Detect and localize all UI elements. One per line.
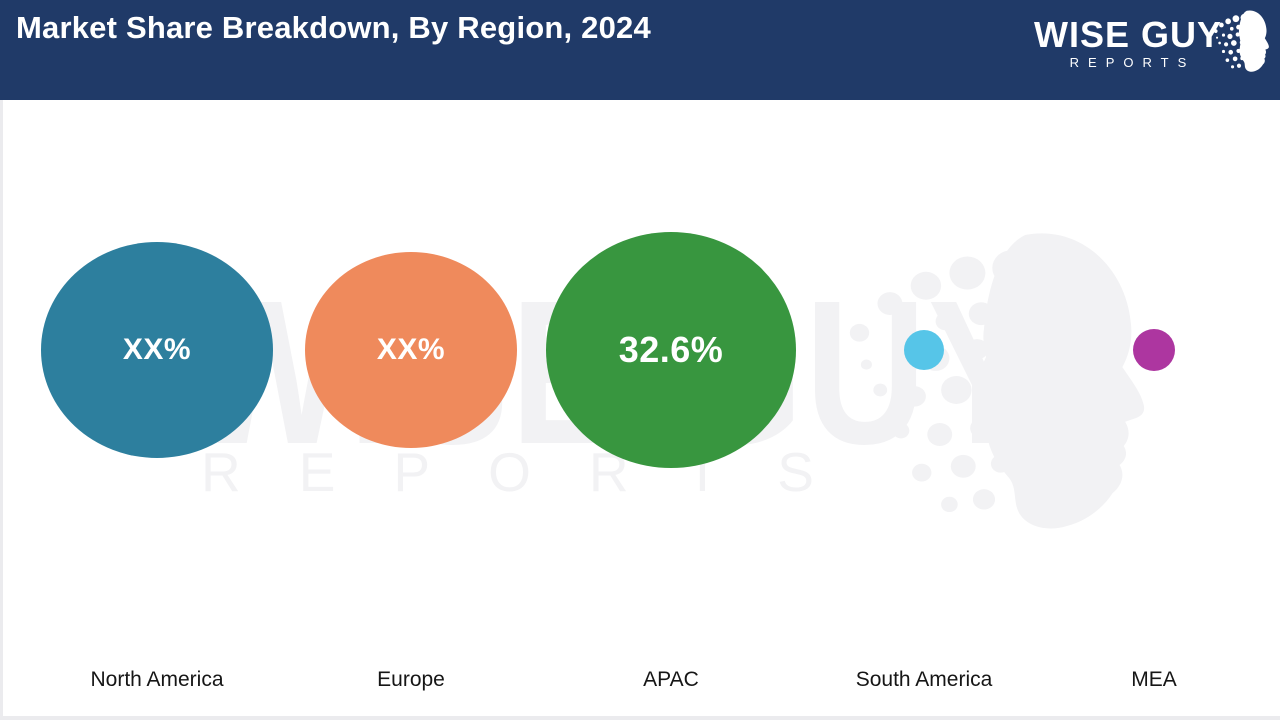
bubble-europe: XX% [305, 252, 517, 448]
bubble-apac: 32.6% [546, 232, 796, 468]
wiseguy-logo: WISE GUY REPORTS [1034, 6, 1270, 80]
category-label-europe: Europe [377, 668, 445, 691]
bubble-value-apac: 32.6% [618, 329, 724, 370]
category-label-apac: APAC [643, 668, 699, 691]
bubble-south-america [904, 330, 944, 370]
bubble-value-north-america: XX% [122, 333, 192, 366]
logo-wordmark: WISE GUY [1033, 13, 1222, 55]
wiseguy-logo-text: WISE GUY REPORTS [1033, 13, 1222, 71]
logo-subtitle: REPORTS [1069, 55, 1196, 71]
watermark-head-icon [818, 212, 1150, 568]
bubble-north-america: XX% [41, 242, 273, 458]
bubble-mea [1133, 329, 1175, 371]
bubble-value-europe: XX% [376, 333, 446, 366]
page-title: Market Share Breakdown, By Region, 2024 [16, 10, 651, 45]
watermark-subtitle: REPORTS [201, 441, 872, 503]
header-bar: Market Share Breakdown, By Region, 2024 … [0, 0, 1280, 100]
wiseguy-head-icon [1208, 6, 1270, 80]
category-label-mea: MEA [1131, 668, 1177, 691]
category-label-north-america: North America [90, 668, 224, 691]
chart-canvas: WISE GUY REPORTS XX% XX% 32.6% North Ame… [0, 100, 1280, 720]
category-label-south-america: South America [855, 668, 993, 691]
